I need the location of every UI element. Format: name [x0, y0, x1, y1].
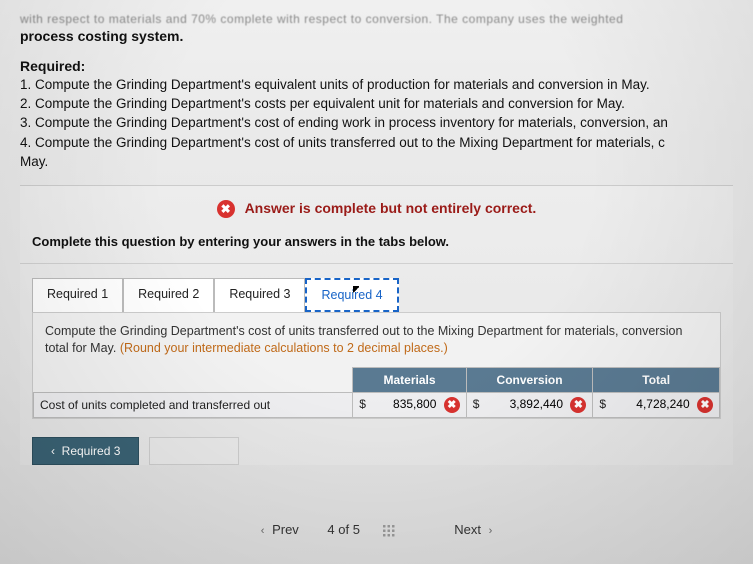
tab-required-1[interactable]: Required 1: [32, 278, 123, 312]
prev-button[interactable]: ‹ Prev: [242, 515, 314, 544]
cell-total-value: 4,728,240: [636, 397, 689, 411]
wrong-icon: ✖: [444, 397, 460, 413]
cell-materials-value: 835,800: [393, 397, 436, 411]
required-item-may: May.: [20, 153, 733, 171]
row-label: Cost of units completed and transferred …: [34, 393, 353, 418]
answer-panel: ✖ Answer is complete but not entirely co…: [20, 185, 733, 465]
required-item-3: 3. Compute the Grinding Department's cos…: [20, 114, 733, 132]
tab-required-2[interactable]: Required 2: [123, 278, 214, 312]
answer-status-banner: ✖ Answer is complete but not entirely co…: [20, 186, 733, 228]
chevron-left-icon: ‹: [261, 525, 265, 537]
required-nav-row: ‹ Required 3: [32, 437, 733, 465]
instruction-note: (Round your intermediate calculations to…: [120, 341, 448, 355]
chevron-right-icon: ›: [489, 525, 493, 537]
table-blank-header: [34, 368, 353, 393]
wrong-icon: ✖: [697, 397, 713, 413]
col-materials: Materials: [353, 368, 466, 393]
cell-total[interactable]: $ 4,728,240 ✖: [593, 393, 720, 418]
required-list: 1. Compute the Grinding Department's equ…: [20, 76, 733, 171]
tabs-row: Required 1 Required 2 Required 3 Require…: [20, 264, 733, 312]
chevron-left-icon: ‹: [51, 444, 55, 458]
prev-required-button[interactable]: ‹ Required 3: [32, 437, 139, 465]
error-icon: ✖: [217, 200, 235, 218]
answer-table: Materials Conversion Total Cost of units…: [33, 367, 720, 418]
footer-nav: ‹ Prev 4 of 5 Next ›: [0, 515, 753, 544]
cell-conversion-value: 3,892,440: [510, 397, 563, 411]
currency-symbol: $: [359, 397, 366, 411]
tab-required-4[interactable]: Required 4: [305, 278, 398, 312]
tab-required-3[interactable]: Required 3: [214, 278, 305, 312]
page-counter: 4 of 5: [327, 522, 360, 537]
wrong-icon: ✖: [570, 397, 586, 413]
col-total: Total: [593, 368, 720, 393]
question-instruction: Compute the Grinding Department's cost o…: [33, 313, 720, 367]
col-conversion: Conversion: [466, 368, 593, 393]
prev-label: Prev: [272, 522, 299, 537]
required-heading: Required:: [20, 58, 733, 74]
grid-icon[interactable]: [382, 524, 396, 538]
answer-status-text: Answer is complete but not entirely corr…: [245, 200, 537, 216]
required-item-4: 4. Compute the Grinding Department's cos…: [20, 134, 733, 152]
table-row: Cost of units completed and transferred …: [34, 393, 720, 418]
truncated-context-line: with respect to materials and 70% comple…: [20, 12, 733, 26]
currency-symbol: $: [473, 397, 480, 411]
process-costing-line: process costing system.: [20, 28, 733, 44]
cell-conversion[interactable]: $ 3,892,440 ✖: [466, 393, 593, 418]
question-board: Compute the Grinding Department's cost o…: [32, 312, 721, 419]
required-item-1: 1. Compute the Grinding Department's equ…: [20, 76, 733, 94]
next-label: Next: [454, 522, 481, 537]
assignment-screen: with respect to materials and 70% comple…: [0, 0, 753, 564]
currency-symbol: $: [599, 397, 606, 411]
complete-instruction: Complete this question by entering your …: [20, 228, 733, 264]
prev-required-label: Required 3: [62, 444, 121, 458]
next-required-placeholder: [149, 437, 239, 465]
required-item-2: 2. Compute the Grinding Department's cos…: [20, 95, 733, 113]
next-button[interactable]: Next ›: [439, 515, 511, 544]
cell-materials[interactable]: $ 835,800 ✖: [353, 393, 466, 418]
